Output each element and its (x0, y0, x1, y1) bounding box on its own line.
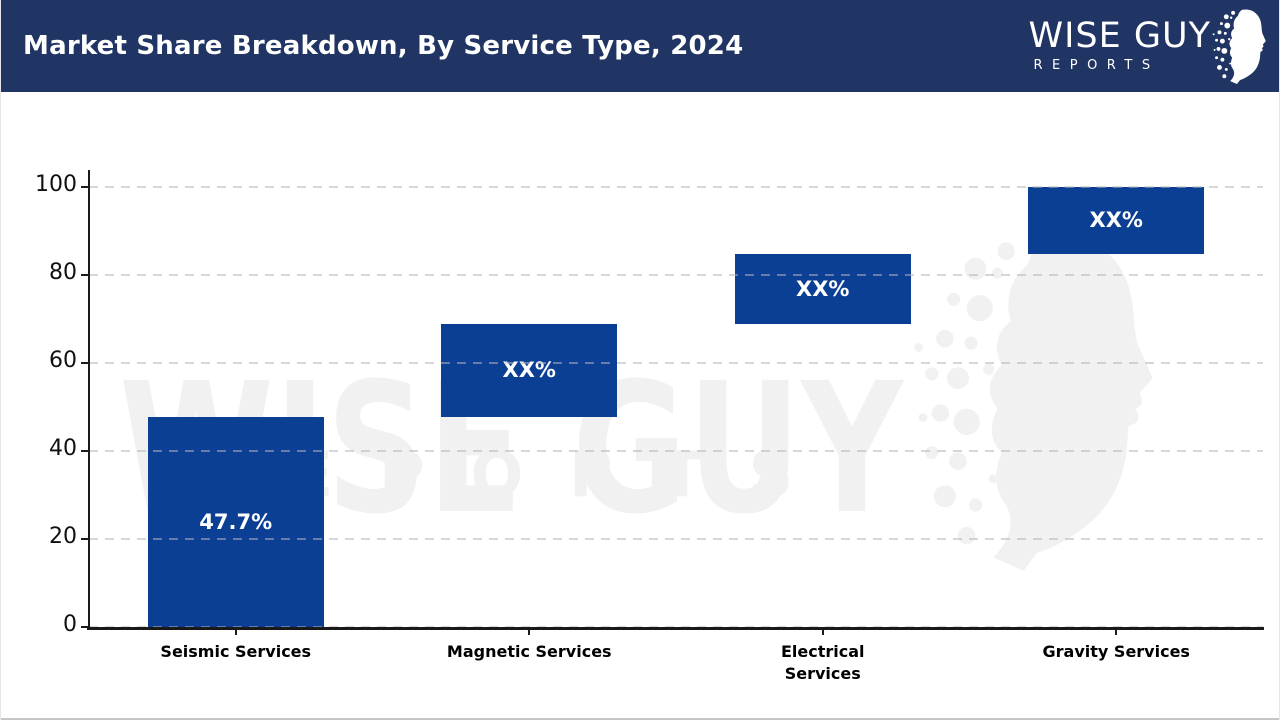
plot-area: 0 20 40 60 80 100 47.7% Seismic Services XX% Magn… (1, 92, 1279, 720)
bar-value-label: XX% (1089, 208, 1143, 233)
bottom-border (1, 718, 1279, 720)
y-tick-label: 20 (49, 523, 77, 549)
logo-wordmark: WISE GUY REPORTS (1028, 16, 1211, 74)
y-tick-mark (81, 185, 89, 188)
x-tick-mark (528, 627, 531, 635)
y-tick-label: 80 (49, 259, 77, 285)
y-tick-mark (81, 626, 89, 628)
chart-area: WISE GUY REPORTS 0 20 40 60 80 100 47.7% Seismi… (1, 92, 1279, 720)
x-tick-mark (821, 627, 824, 635)
gridline-80 (89, 273, 1263, 276)
y-tick-mark (81, 361, 89, 364)
brand-logo: WISE GUY REPORTS (1028, 7, 1269, 85)
bar-electrical-services: XX% (734, 253, 911, 324)
bar-seismic-services: 47.7% (147, 416, 324, 627)
gridline-60 (89, 361, 1263, 364)
x-tick-mark (1115, 627, 1118, 635)
bar-value-label: 47.7% (199, 509, 273, 534)
x-category-label-seismic-services: Seismic Services (160, 642, 312, 661)
gridline-40 (89, 449, 1263, 452)
watermark-face-icon (914, 236, 1153, 571)
x-axis-line (87, 627, 1264, 630)
x-category-label-magnetic-services: Magnetic Services (446, 642, 612, 661)
gridline-20 (89, 537, 1263, 540)
x-category-label-gravity-services: Gravity Services (1042, 642, 1190, 661)
page-title: Market Share Breakdown, By Service Type,… (23, 31, 744, 61)
y-tick-mark (81, 273, 89, 276)
bar-magnetic-services: XX% (441, 323, 618, 417)
logo-face-icon (1212, 9, 1266, 85)
bar-value-label: XX% (796, 276, 850, 301)
y-tick-label: 60 (49, 347, 77, 373)
x-tick-mark (234, 627, 237, 635)
y-tick-label: 40 (49, 435, 77, 461)
y-axis-line (88, 170, 90, 629)
logo-title: WISE GUY (1028, 16, 1211, 56)
logo-subtitle: REPORTS (1033, 58, 1160, 73)
header: Market Share Breakdown, By Service Type,… (1, 0, 1279, 92)
bar-gravity-services: XX% (1028, 186, 1205, 254)
y-tick-label: 100 (35, 171, 77, 197)
y-tick-label: 0 (63, 612, 77, 637)
gridline-100 (89, 185, 1263, 188)
y-tick-mark (81, 537, 89, 540)
x-category-label-electrical-services: Electrical Services (780, 642, 865, 683)
y-tick-mark (81, 449, 89, 452)
